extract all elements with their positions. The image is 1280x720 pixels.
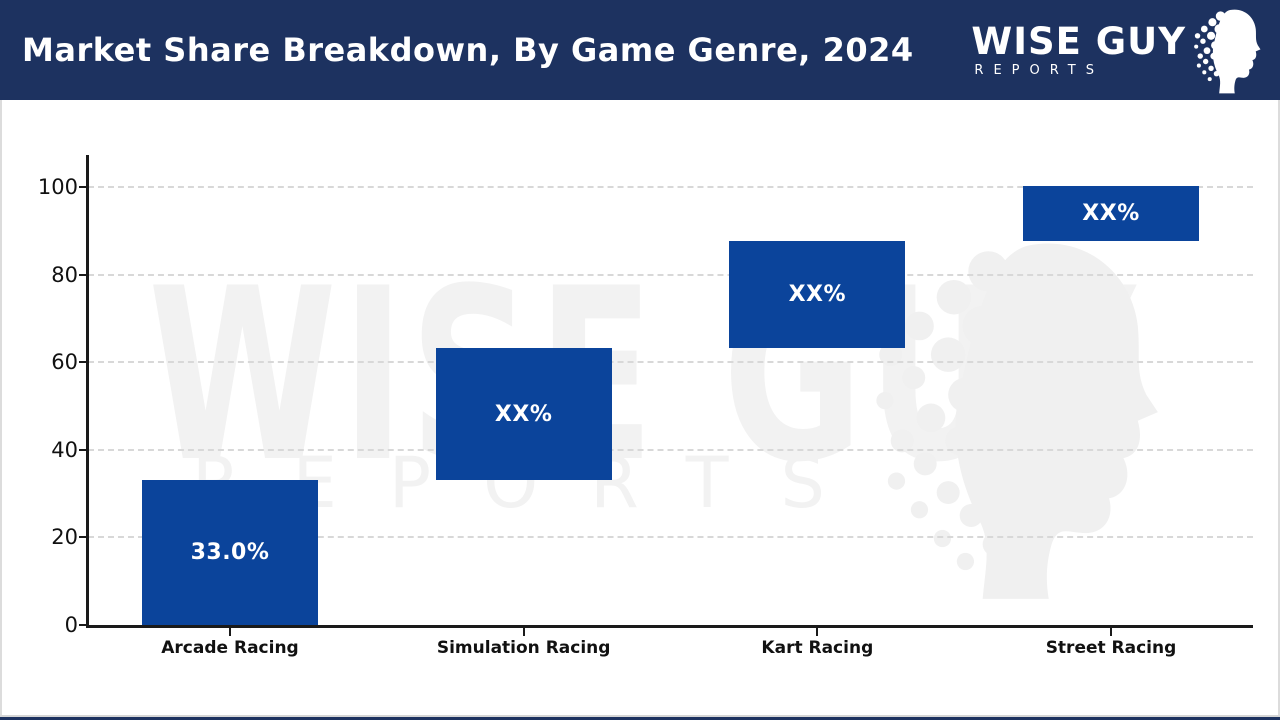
y-tick-label: 100 (37, 175, 78, 199)
x-tick (229, 627, 231, 636)
logo-subname: REPORTS (974, 63, 1105, 78)
y-tick (79, 273, 88, 276)
gridline (88, 273, 1253, 276)
header-bar: Market Share Breakdown, By Game Genre, 2… (0, 0, 1280, 100)
y-tick-label: 80 (51, 262, 78, 287)
x-tick (1110, 627, 1112, 636)
page-title: Market Share Breakdown, By Game Genre, 2… (22, 31, 914, 69)
logo-name: WISE GUY (971, 20, 1186, 63)
logo-text: WISE GUY REPORTS (971, 23, 1186, 77)
y-tick (79, 536, 88, 539)
y-tick (79, 624, 88, 626)
logo-dot-head-icon (1194, 9, 1261, 94)
y-tick-label: 20 (51, 525, 78, 550)
y-tick (79, 361, 88, 364)
bar-value-label: XX% (788, 281, 847, 307)
bar-arcade-racing: 33.0% (142, 480, 318, 625)
bottom-hairline (0, 715, 1280, 717)
x-tick (816, 627, 819, 636)
bar-value-label: XX% (1082, 200, 1140, 226)
y-tick (79, 186, 88, 188)
footer-bar (0, 717, 1280, 720)
bar-value-label: XX% (494, 401, 553, 427)
x-category-label: Arcade Racing (161, 638, 299, 658)
y-tick (79, 448, 88, 451)
gridline (88, 536, 1253, 539)
wise-guy-reports-logo: WISE GUY REPORTS (971, 6, 1266, 94)
y-tick-label: 60 (51, 350, 78, 375)
x-category-label: Kart Racing (761, 638, 874, 658)
bar-simulation-racing: XX% (435, 347, 612, 481)
gridline (88, 448, 1253, 451)
y-tick-label: 40 (51, 437, 78, 462)
bar-value-label: 33.0% (190, 540, 270, 566)
gridline (88, 361, 1253, 364)
x-category-label: Street Racing (1045, 638, 1177, 658)
watermark-dot-head-icon (876, 243, 1158, 599)
x-axis (86, 625, 1253, 628)
x-tick (522, 627, 525, 636)
y-axis (86, 155, 89, 628)
y-tick-label: 0 (64, 613, 78, 637)
bar-street-racing: XX% (1023, 185, 1199, 241)
x-category-label: Simulation Racing (436, 638, 611, 658)
bar-kart-racing: XX% (729, 240, 906, 348)
gridline (88, 186, 1253, 188)
